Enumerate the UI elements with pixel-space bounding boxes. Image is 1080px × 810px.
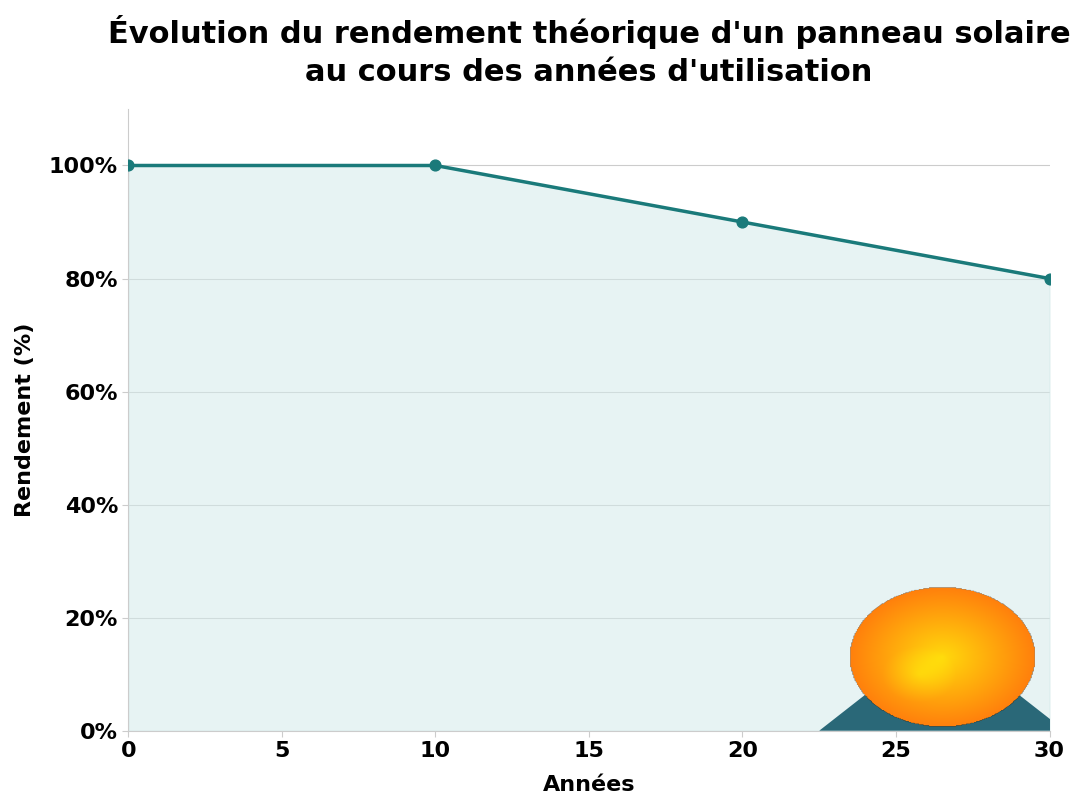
X-axis label: Années: Années	[543, 775, 635, 795]
Point	[120, 159, 137, 172]
Y-axis label: Rendement (%): Rendement (%)	[15, 322, 35, 517]
Point	[427, 159, 444, 172]
Title: Évolution du rendement théorique d'un panneau solaire
au cours des années d'util: Évolution du rendement théorique d'un pa…	[108, 15, 1070, 87]
Polygon shape	[820, 634, 1065, 731]
Point	[733, 215, 751, 228]
Point	[1041, 272, 1058, 285]
